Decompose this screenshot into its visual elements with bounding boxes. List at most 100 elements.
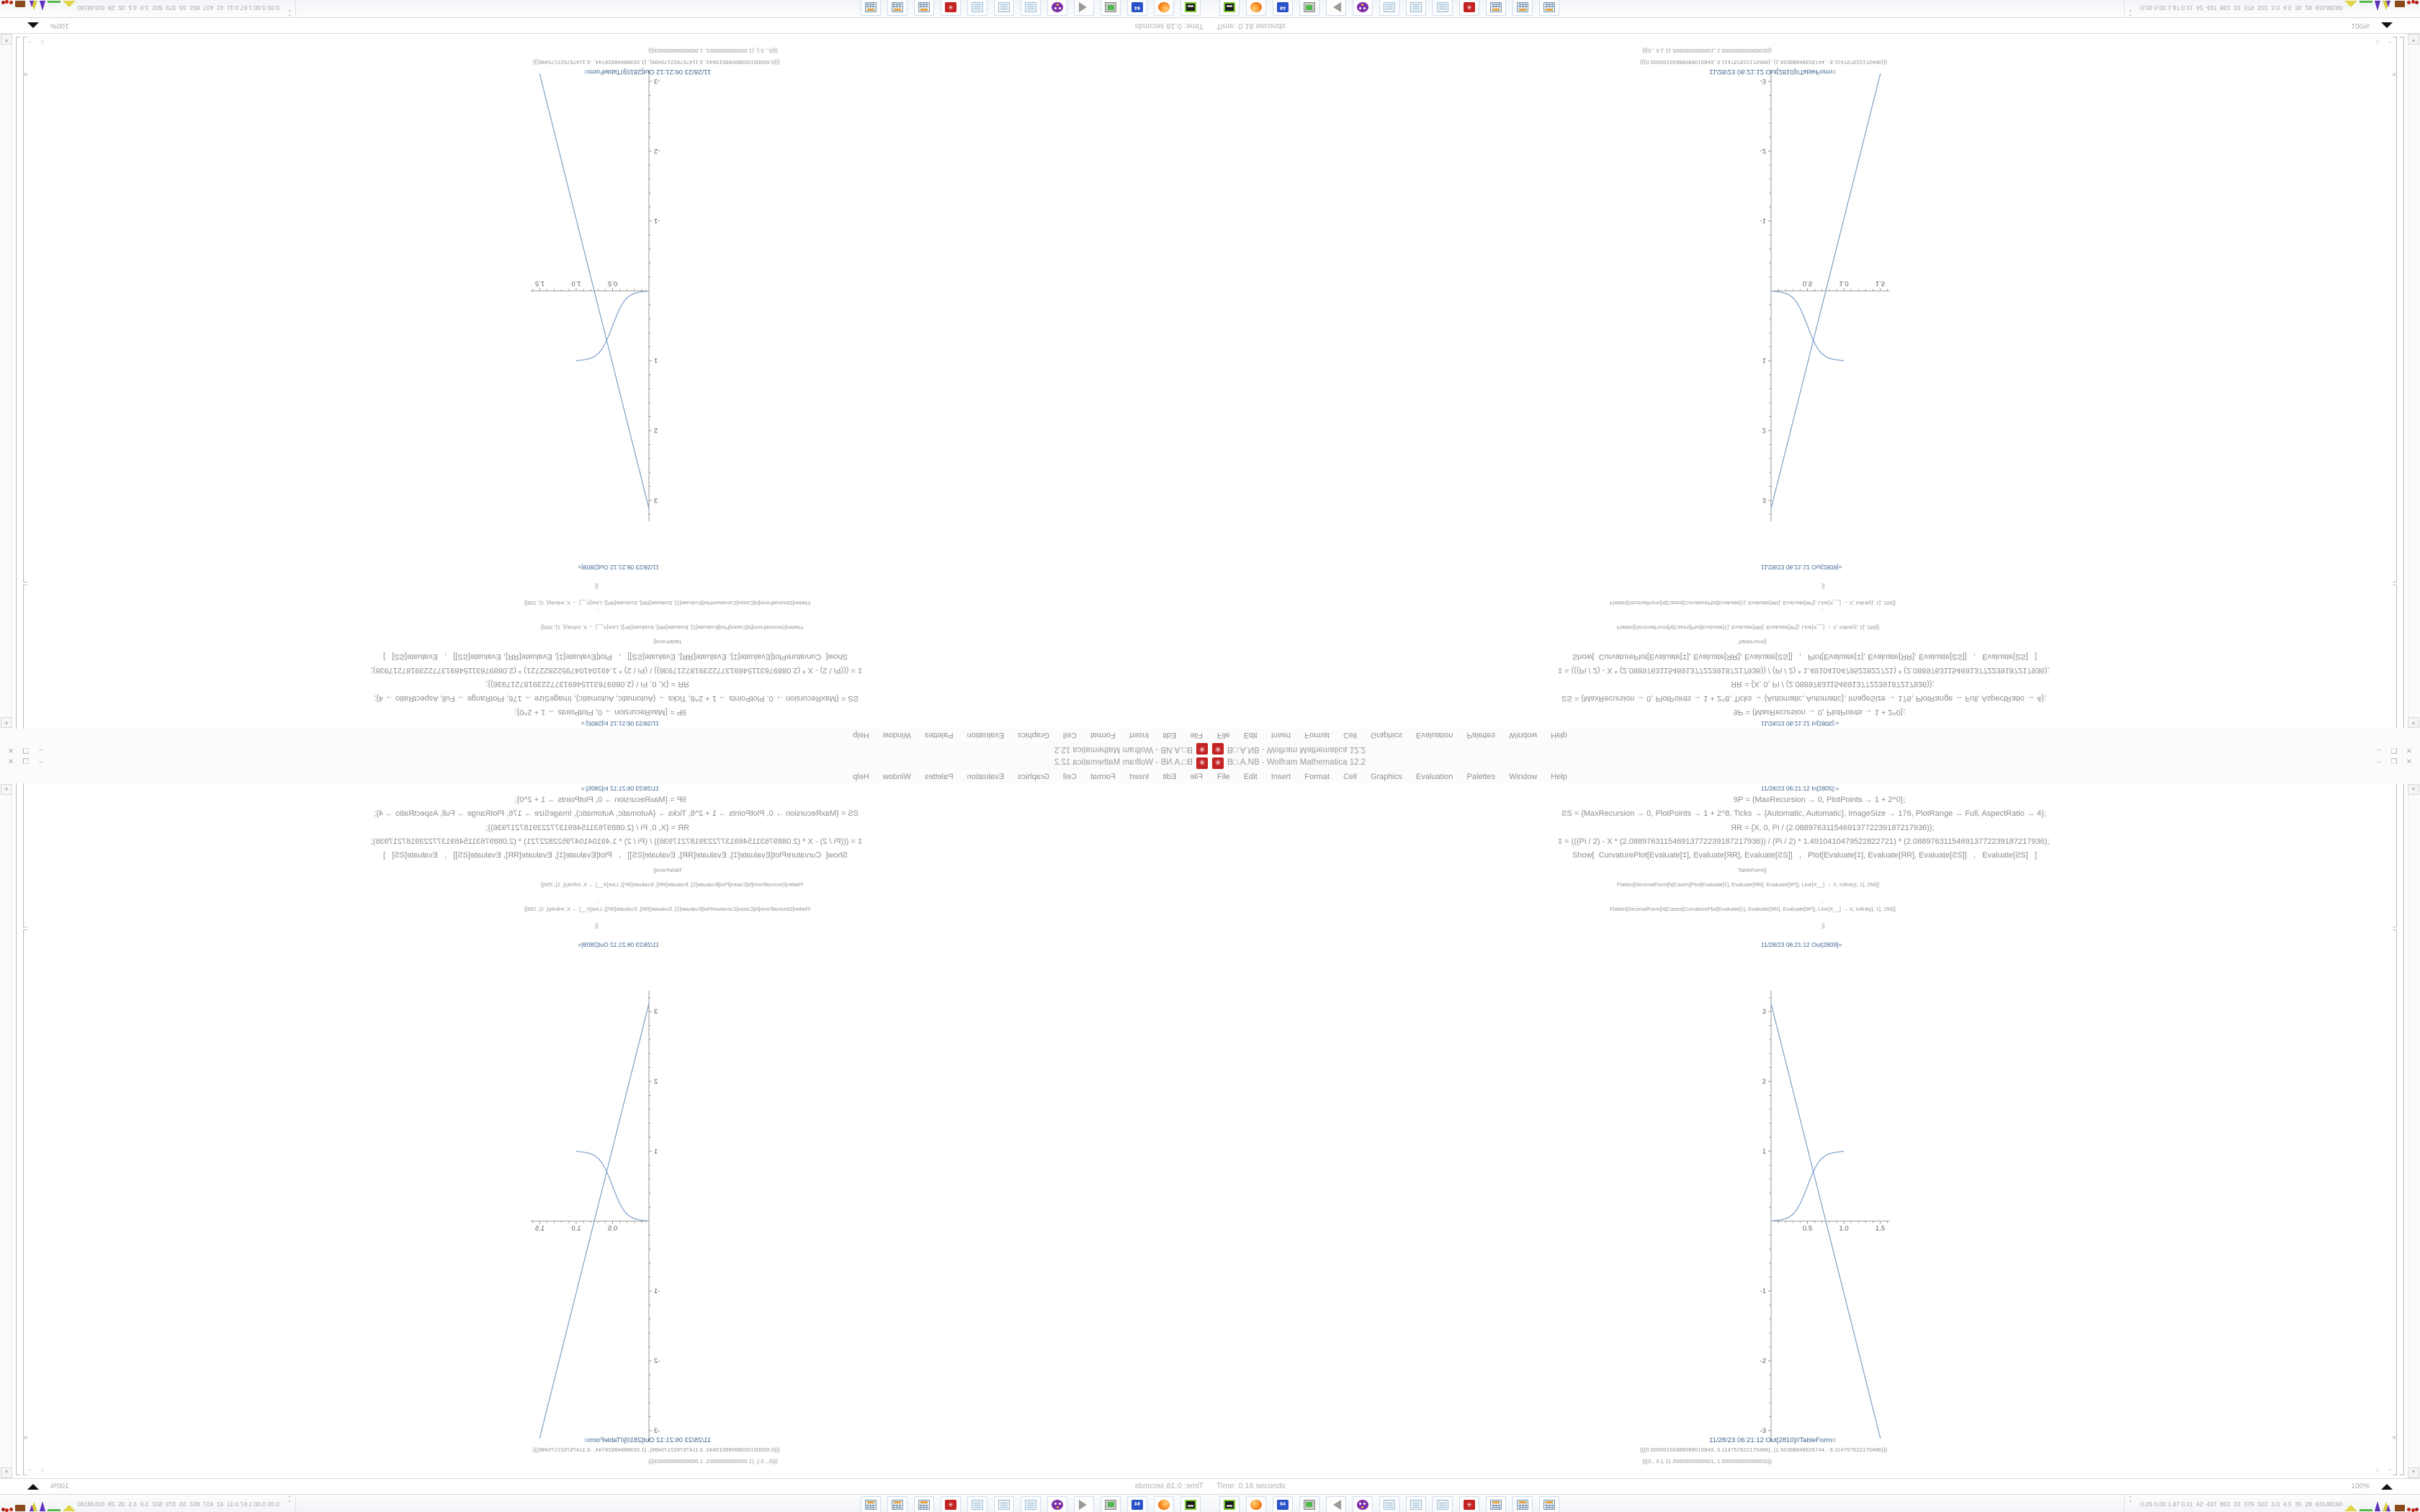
- floppy-64-taskbar-icon[interactable]: 64: [1273, 0, 1293, 16]
- code-line[interactable]: TableForm[{: [1738, 639, 1767, 645]
- code-line[interactable]: }]: [1821, 583, 1825, 590]
- eject-utility-taskbar-icon[interactable]: [1180, 1496, 1201, 1512]
- code-line[interactable]: Flatten[DecimalForm[N[Cases[CurvaturePlo…: [1610, 906, 1896, 912]
- volume-taskbar-icon[interactable]: [1326, 0, 1346, 16]
- mathematica-taskbar-icon[interactable]: ✳: [1459, 0, 1479, 16]
- close-button[interactable]: ✕: [7, 758, 14, 766]
- vertical-scrollbar[interactable]: [2408, 34, 2420, 729]
- eject-utility-taskbar-icon[interactable]: [1219, 0, 1240, 16]
- scroll-down-button[interactable]: ▾: [1, 34, 12, 45]
- menu-file[interactable]: File: [1217, 731, 1230, 739]
- menu-evaluation[interactable]: Evaluation: [1416, 773, 1453, 781]
- window-titlebar[interactable]: ✳ B□.A.NB - Wolfram Mathematica 12.2 – ❐…: [1210, 756, 2420, 770]
- menu-evaluation[interactable]: Evaluation: [967, 731, 1004, 739]
- code-line[interactable]: ЯR = {X, 0, Pi / (2.08897631154691377223…: [485, 680, 689, 688]
- vertical-scrollbar[interactable]: [2408, 783, 2420, 1478]
- menu-graphics[interactable]: Graphics: [1017, 773, 1049, 781]
- menu-help[interactable]: Help: [853, 773, 869, 781]
- magnifier-circle-icon[interactable]: ○: [2375, 1467, 2380, 1475]
- restore-button[interactable]: ❐: [2390, 758, 2398, 766]
- code-line[interactable]: TableForm[{: [1738, 867, 1767, 873]
- window-titlebar[interactable]: ✳ B□.A.NB - Wolfram Mathematica 12.2 – ❐…: [0, 756, 1210, 770]
- window-titlebar[interactable]: ✳ B□.A.NB - Wolfram Mathematica 12.2 – ❐…: [0, 742, 1210, 756]
- cell-bracket-tableform[interactable]: [23, 37, 27, 74]
- cell-group-bracket[interactable]: [2400, 37, 2404, 729]
- code-line[interactable]: 9P = {MaxRecursion → 0, PlotPoints → 1 +…: [1734, 796, 1906, 804]
- minimize-button[interactable]: –: [2377, 758, 2381, 766]
- magnification-popup-icon[interactable]: [2381, 22, 2393, 28]
- tray-expander-icon[interactable]: ⌃ ⌃: [287, 6, 292, 16]
- taskbar[interactable]: 64 ✳ ⌃ ⌃ 0.05 0.00 1.67 0.11 42 437 853 33…: [1210, 0, 2420, 18]
- magnifier-circle-icon[interactable]: ○: [40, 37, 45, 45]
- restore-button[interactable]: ❐: [22, 746, 30, 754]
- magnification-popup-icon[interactable]: [27, 1484, 39, 1490]
- mathematica-taskbar-icon[interactable]: ✳: [1459, 1496, 1479, 1512]
- menu-cell[interactable]: Cell: [1343, 773, 1358, 781]
- menu-edit[interactable]: Edit: [1243, 731, 1258, 739]
- calculator-taskbar-icon[interactable]: [887, 0, 908, 16]
- code-line[interactable]: ‡ = (((Pi / 2) - X * (2.0889763115469137…: [1558, 666, 2050, 675]
- fit-window-icon[interactable]: ▫: [2388, 1467, 2391, 1475]
- cell-bracket-output[interactable]: [2393, 75, 2397, 582]
- floppy-64-taskbar-icon[interactable]: 64: [1127, 1496, 1147, 1512]
- magnification-value[interactable]: 100%: [2351, 1482, 2370, 1490]
- taskbar[interactable]: 64 ✳ ⌃ ⌃ 0.05 0.00 1.67 0.11 42 437 853 33…: [1210, 1494, 2420, 1512]
- calculator-taskbar-icon[interactable]: [1486, 1496, 1506, 1512]
- cell-bracket-output[interactable]: [23, 75, 27, 582]
- code-line[interactable]: 9P = {MaxRecursion → 0, PlotPoints → 1 +…: [514, 708, 686, 716]
- volume-taskbar-icon[interactable]: [1074, 0, 1094, 16]
- purple-app-taskbar-icon[interactable]: [1353, 0, 1373, 16]
- menu-evaluation[interactable]: Evaluation: [1416, 731, 1453, 739]
- cell-bracket-output[interactable]: [23, 930, 27, 1437]
- magnification-popup-icon[interactable]: [2381, 1484, 2393, 1490]
- eject-utility-taskbar-icon[interactable]: [1219, 1496, 1240, 1512]
- cell-bracket-input[interactable]: [23, 783, 27, 927]
- minimize-button[interactable]: –: [39, 746, 43, 754]
- calculator-taskbar-icon[interactable]: [861, 0, 881, 16]
- menu-palettes[interactable]: Palettes: [1466, 731, 1496, 739]
- taskbar[interactable]: 64 ✳ ⌃ ⌃ 0.05 0.00 1.67 0.11 42 437 853 33…: [0, 0, 1210, 18]
- code-line[interactable]: 9P = {MaxRecursion → 0, PlotPoints → 1 +…: [1734, 708, 1906, 716]
- scroll-down-button[interactable]: ▾: [2408, 34, 2419, 45]
- taskbar[interactable]: 64 ✳ ⌃ ⌃ 0.05 0.00 1.67 0.11 42 437 853 33…: [0, 1494, 1210, 1512]
- notes-taskbar-icon[interactable]: [1406, 0, 1426, 16]
- code-line[interactable]: Flatten[DecimalForm[N[Cases[CurvaturePlo…: [524, 600, 810, 606]
- calculator-taskbar-icon[interactable]: [1539, 1496, 1559, 1512]
- minimize-button[interactable]: –: [2377, 746, 2381, 754]
- calculator-taskbar-icon[interactable]: [1512, 1496, 1533, 1512]
- code-line[interactable]: ЯR = {X, 0, Pi / (2.08897631154691377223…: [1731, 824, 1935, 832]
- restore-button[interactable]: ❐: [2390, 746, 2398, 754]
- menu-edit[interactable]: Edit: [1162, 731, 1177, 739]
- magnifier-circle-icon[interactable]: ○: [2375, 37, 2380, 45]
- output-plot[interactable]: 3 2 1 -1 -2 -3 0.5 1.0 1.5: [1757, 960, 1901, 1462]
- notebook-content[interactable]: 11/28/23 06:21:12 In[2805]:= 9P = {MaxRe…: [0, 34, 1210, 729]
- calculator-taskbar-icon[interactable]: [914, 1496, 934, 1512]
- notebook-content[interactable]: 11/28/23 06:21:12 In[2805]:= 9P = {MaxRe…: [0, 783, 1210, 1478]
- code-line[interactable]: Flatten[DecimalForm[N[Cases[CurvaturePlo…: [1610, 600, 1896, 606]
- volume-taskbar-icon[interactable]: [1326, 1496, 1346, 1512]
- floppy-64-taskbar-icon[interactable]: 64: [1127, 0, 1147, 16]
- computer-taskbar-icon[interactable]: [1299, 0, 1319, 16]
- floppy-64-taskbar-icon[interactable]: 64: [1273, 1496, 1293, 1512]
- notes-taskbar-icon[interactable]: [1406, 1496, 1426, 1512]
- menu-cell[interactable]: Cell: [1062, 773, 1077, 781]
- calculator-taskbar-icon[interactable]: [1539, 0, 1559, 16]
- menu-cell[interactable]: Cell: [1343, 731, 1358, 739]
- menu-insert[interactable]: Insert: [1129, 731, 1150, 739]
- menu-format[interactable]: Format: [1304, 731, 1330, 739]
- calculator-taskbar-icon[interactable]: [914, 0, 934, 16]
- code-line[interactable]: ‡ = (((Pi / 2) - X * (2.0889763115469137…: [370, 837, 862, 846]
- code-line[interactable]: ƧS = {MaxRecursion → 0, PlotPoints → 1 +…: [374, 809, 859, 818]
- purple-app-taskbar-icon[interactable]: [1047, 0, 1067, 16]
- menu-window[interactable]: Window: [882, 731, 911, 739]
- magnification-value[interactable]: 100%: [50, 1482, 69, 1490]
- notes-taskbar-icon[interactable]: [1021, 0, 1041, 16]
- menu-insert[interactable]: Insert: [1129, 773, 1150, 781]
- code-line[interactable]: ЯR = {X, 0, Pi / (2.08897631154691377223…: [485, 824, 689, 832]
- vertical-scrollbar[interactable]: [0, 34, 12, 729]
- scroll-up-button[interactable]: ▴: [2408, 784, 2419, 795]
- menu-window[interactable]: Window: [882, 773, 911, 781]
- code-line[interactable]: Show[ CurvaturePlot[Evaluate[‡], Evaluat…: [1572, 851, 2038, 860]
- code-line[interactable]: ,: [1821, 897, 1824, 904]
- code-line[interactable]: ,: [596, 608, 599, 615]
